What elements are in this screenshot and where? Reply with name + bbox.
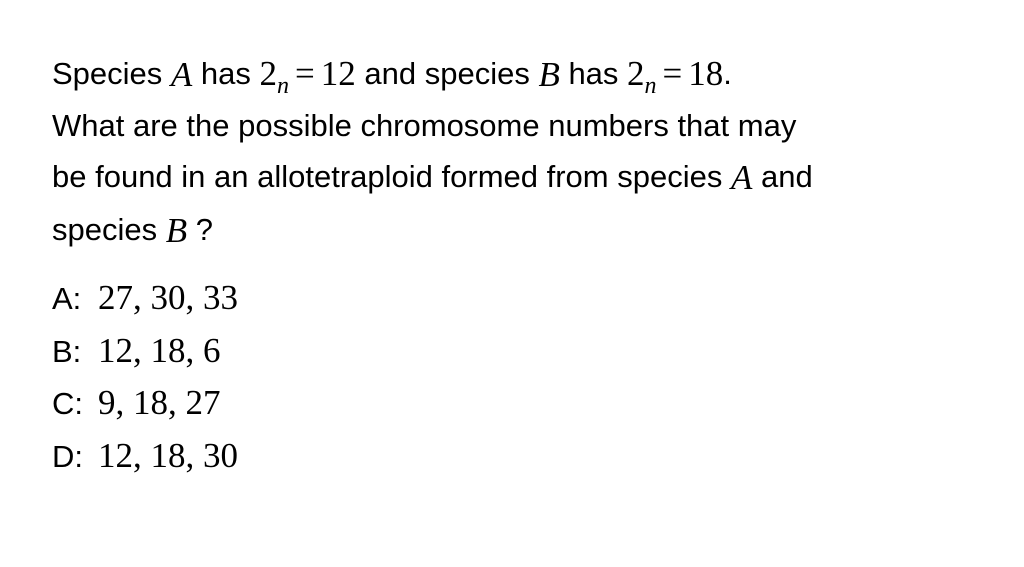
options-list: A: 27, 30, 33 B: 12, 18, 6 C: 9, 18, 27 … bbox=[52, 272, 984, 482]
option-a[interactable]: A: 27, 30, 33 bbox=[52, 272, 984, 325]
line3-post: and bbox=[752, 159, 812, 194]
option-c[interactable]: C: 9, 18, 27 bbox=[52, 377, 984, 430]
sub-n-1: n bbox=[277, 73, 289, 99]
sub-n-2: n bbox=[645, 73, 657, 99]
text-has-1: has bbox=[192, 56, 259, 91]
var-a-2: A bbox=[731, 158, 752, 197]
question-text: Species A has 2n=12 and species B has 2n… bbox=[52, 48, 984, 254]
period: . bbox=[723, 56, 732, 91]
option-values: 12, 18, 6 bbox=[98, 325, 221, 378]
text-has-2: has bbox=[560, 56, 627, 91]
val-18: 18 bbox=[688, 54, 723, 93]
eq-1: = bbox=[289, 54, 321, 93]
text-and: and species bbox=[356, 56, 539, 91]
option-values: 27, 30, 33 bbox=[98, 272, 238, 325]
question-line-2: What are the possible chromosome numbers… bbox=[52, 104, 984, 149]
option-label: B: bbox=[52, 329, 98, 376]
option-label: C: bbox=[52, 381, 98, 428]
num-two-2: 2 bbox=[627, 54, 645, 93]
num-two-1: 2 bbox=[260, 54, 278, 93]
option-label: A: bbox=[52, 276, 98, 323]
text-species-a-pre: Species bbox=[52, 56, 171, 91]
var-b-2: B bbox=[166, 211, 187, 250]
qmark: ? bbox=[187, 212, 213, 247]
option-d[interactable]: D: 12, 18, 30 bbox=[52, 430, 984, 483]
question-line-1: Species A has 2n=12 and species B has 2n… bbox=[52, 48, 984, 102]
line3-pre: be found in an allotetraploid formed fro… bbox=[52, 159, 731, 194]
question-line-3: be found in an allotetraploid formed fro… bbox=[52, 151, 984, 202]
eq-2: = bbox=[657, 54, 689, 93]
question-content: Species A has 2n=12 and species B has 2n… bbox=[0, 0, 1024, 522]
option-values: 9, 18, 27 bbox=[98, 377, 221, 430]
line4-pre: species bbox=[52, 212, 166, 247]
question-line-4: species B ? bbox=[52, 204, 984, 255]
option-b[interactable]: B: 12, 18, 6 bbox=[52, 325, 984, 378]
option-label: D: bbox=[52, 434, 98, 481]
val-12: 12 bbox=[321, 54, 356, 93]
var-a: A bbox=[171, 55, 192, 94]
option-values: 12, 18, 30 bbox=[98, 430, 238, 483]
var-b: B bbox=[538, 55, 559, 94]
